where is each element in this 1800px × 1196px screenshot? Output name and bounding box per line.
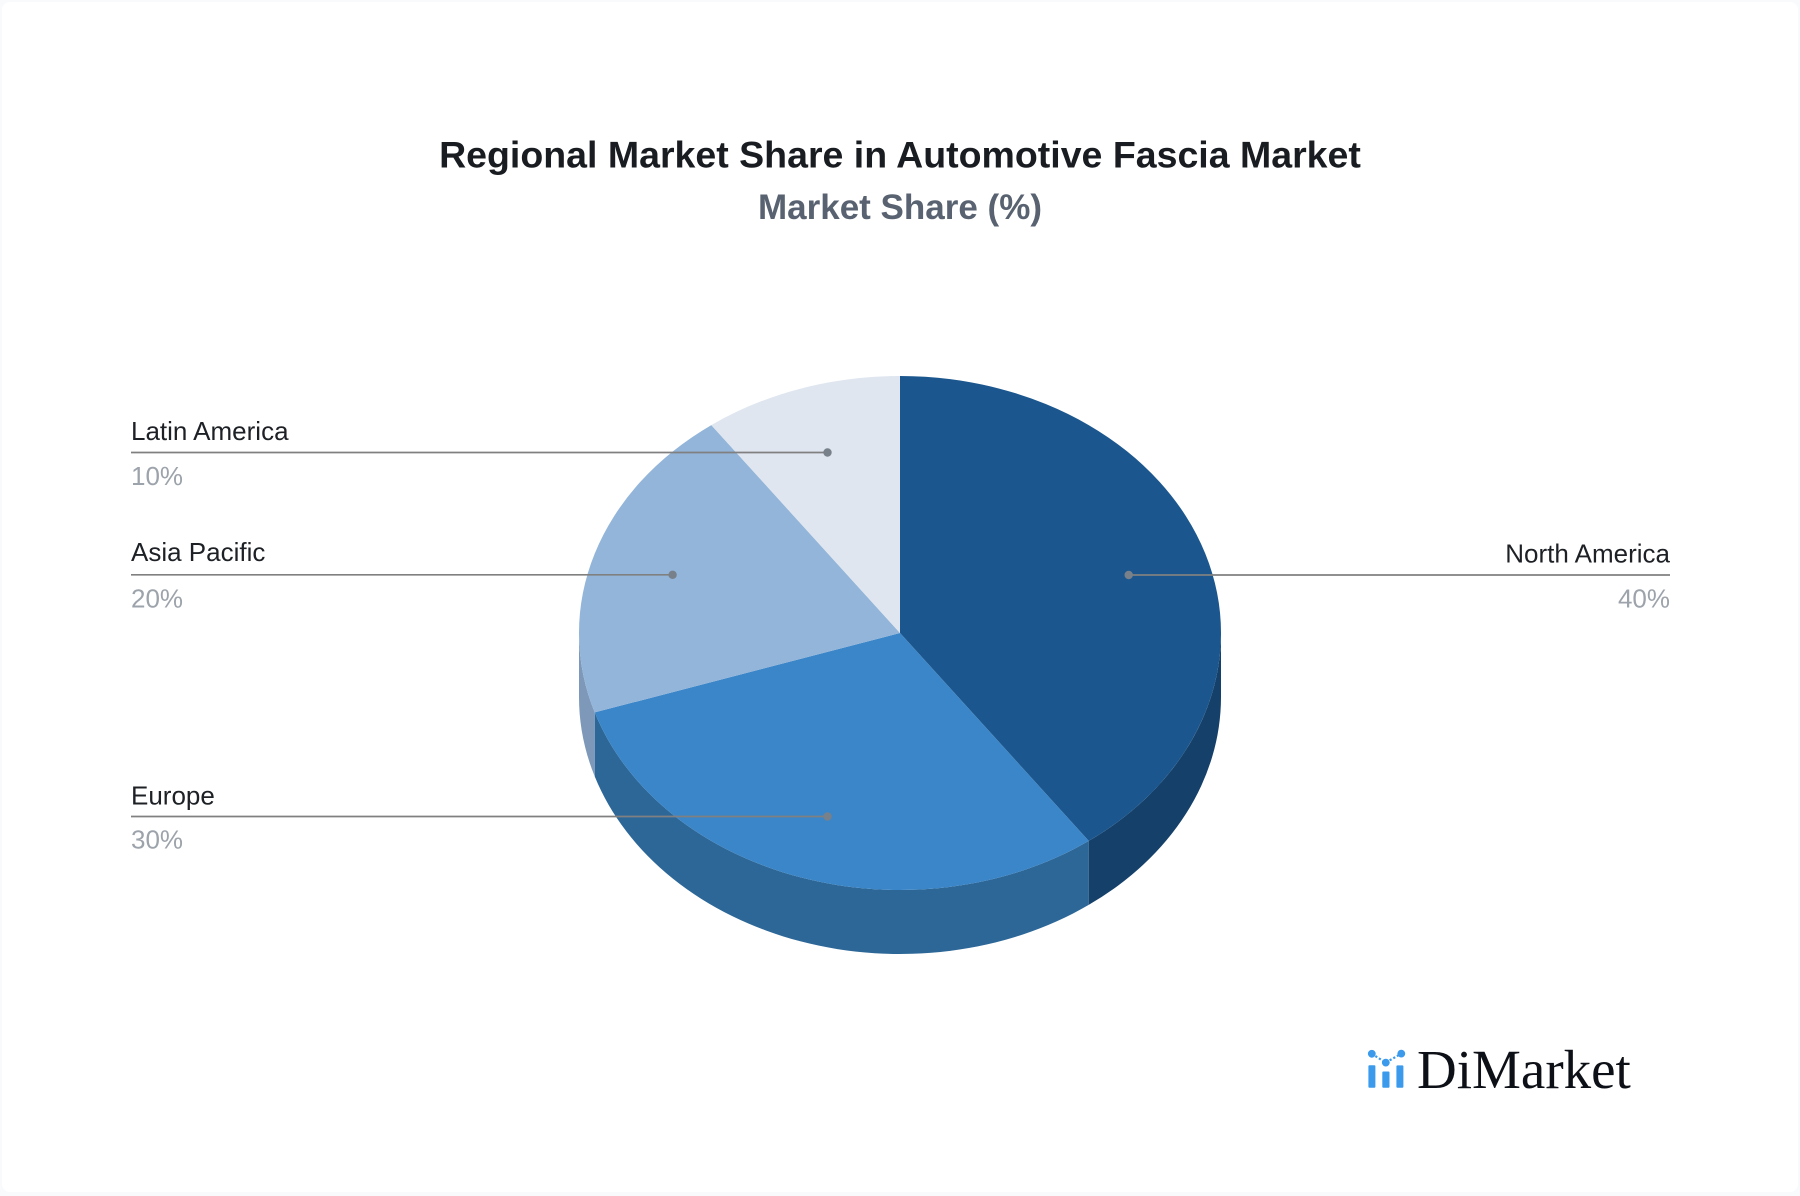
svg-text:Regional Market Share in Autom: Regional Market Share in Automotive Fasc… (439, 134, 1361, 176)
svg-text:North America: North America (1505, 539, 1670, 569)
svg-text:Latin America: Latin America (131, 416, 289, 446)
svg-text:30%: 30% (131, 825, 183, 855)
svg-text:10%: 10% (131, 461, 183, 491)
svg-text:Market Share (%): Market Share (%) (758, 188, 1042, 227)
svg-text:20%: 20% (131, 583, 183, 613)
svg-text:Europe: Europe (131, 781, 215, 811)
svg-text:DiMarket: DiMarket (1417, 1039, 1631, 1100)
svg-text:40%: 40% (1618, 584, 1670, 614)
svg-text:Asia Pacific: Asia Pacific (131, 537, 265, 567)
